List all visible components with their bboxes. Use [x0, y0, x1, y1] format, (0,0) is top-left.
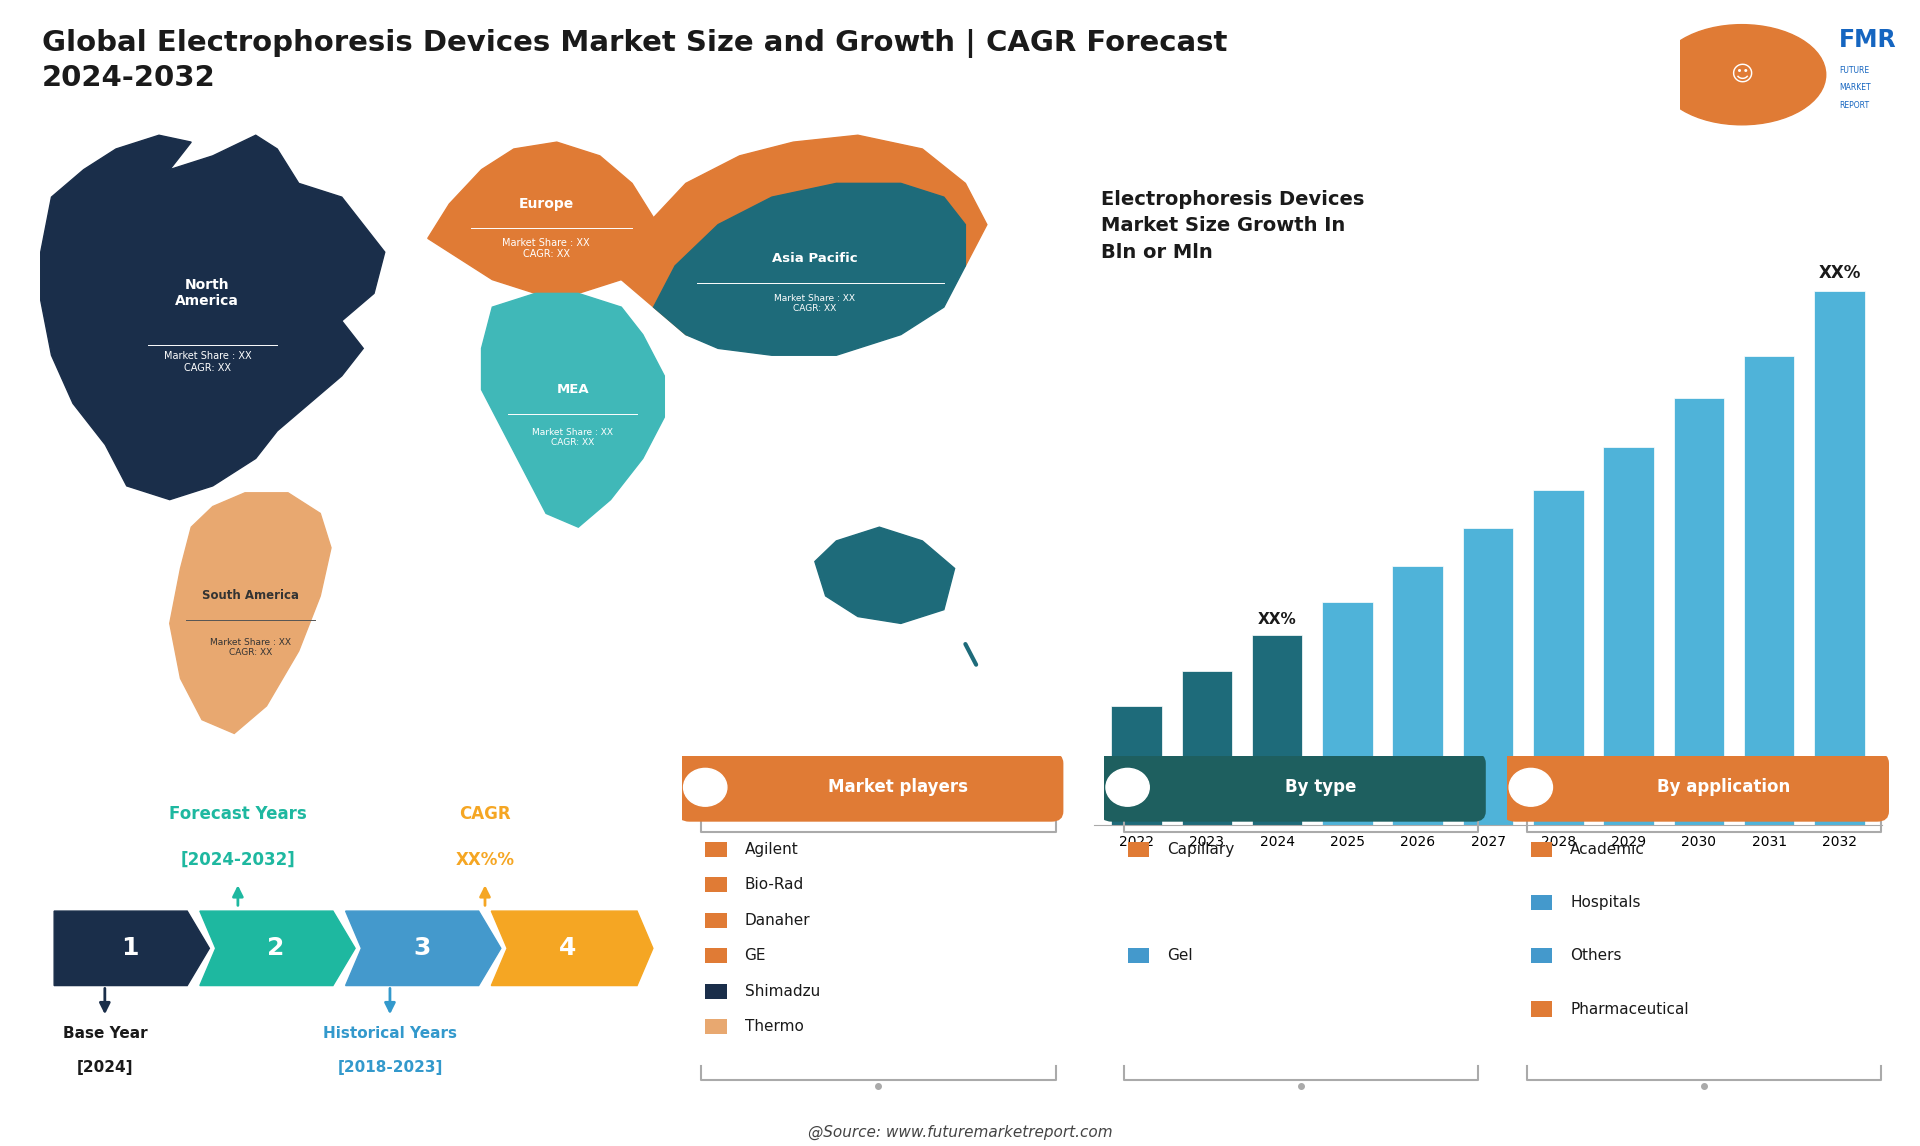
Bar: [1181, 670, 1233, 825]
Bar: [1530, 895, 1553, 910]
Bar: [1532, 490, 1584, 825]
Circle shape: [684, 769, 728, 807]
Text: [2024]: [2024]: [77, 1060, 132, 1075]
Text: Market Share : XX
CAGR: XX: Market Share : XX CAGR: XX: [503, 238, 589, 259]
Bar: [1530, 948, 1553, 964]
Polygon shape: [814, 527, 954, 623]
Bar: [1392, 566, 1444, 825]
Circle shape: [1106, 769, 1150, 807]
Text: Pharmaceutical: Pharmaceutical: [1571, 1002, 1690, 1017]
Text: Academic: Academic: [1571, 841, 1645, 857]
Polygon shape: [346, 911, 501, 986]
Text: Danaher: Danaher: [745, 912, 810, 928]
Text: Shimadzu: Shimadzu: [745, 983, 820, 999]
Text: GE: GE: [745, 948, 766, 964]
Polygon shape: [492, 911, 653, 986]
Text: Forecast Years: Forecast Years: [169, 804, 307, 823]
Text: MARKET: MARKET: [1839, 84, 1870, 93]
Text: Market Share : XX
CAGR: XX: Market Share : XX CAGR: XX: [774, 295, 854, 313]
Text: Market Share : XX
CAGR: XX: Market Share : XX CAGR: XX: [163, 352, 252, 372]
FancyBboxPatch shape: [1100, 753, 1486, 822]
Bar: [1463, 528, 1513, 825]
Text: Global Electrophoresis Devices Market Size and Growth | CAGR Forecast
2024-2032: Global Electrophoresis Devices Market Si…: [42, 29, 1227, 92]
Text: By application: By application: [1657, 778, 1789, 796]
FancyBboxPatch shape: [1503, 753, 1889, 822]
Text: XX%: XX%: [1818, 265, 1860, 282]
Text: FUTURE: FUTURE: [1839, 66, 1868, 76]
Polygon shape: [622, 135, 987, 348]
Bar: [1252, 635, 1302, 825]
Polygon shape: [653, 183, 966, 355]
Text: Thermo: Thermo: [745, 1019, 803, 1035]
Text: North
America: North America: [175, 278, 240, 308]
Text: Asia Pacific: Asia Pacific: [772, 252, 858, 266]
Text: @Source: www.futuremarketreport.com: @Source: www.futuremarketreport.com: [808, 1125, 1112, 1140]
Bar: [1530, 1002, 1553, 1017]
Text: 2: 2: [267, 936, 284, 960]
Bar: [705, 983, 728, 999]
Text: Agilent: Agilent: [745, 841, 799, 857]
Polygon shape: [40, 135, 384, 500]
Text: [2018-2023]: [2018-2023]: [338, 1060, 444, 1075]
Bar: [1674, 398, 1724, 825]
Circle shape: [1659, 25, 1826, 125]
Text: XX%: XX%: [1258, 612, 1296, 627]
Text: [2024-2032]: [2024-2032]: [180, 850, 296, 869]
Polygon shape: [169, 493, 330, 733]
Text: REPORT: REPORT: [1839, 101, 1868, 110]
Text: Bio-Rad: Bio-Rad: [745, 877, 804, 893]
Text: Europe: Europe: [518, 197, 574, 211]
Text: CAGR: CAGR: [459, 804, 511, 823]
Text: MEA: MEA: [557, 383, 589, 397]
Text: Market Share : XX
CAGR: XX: Market Share : XX CAGR: XX: [209, 638, 290, 657]
Bar: [705, 877, 728, 893]
Text: FMR: FMR: [1839, 29, 1897, 53]
Bar: [705, 1019, 728, 1035]
Polygon shape: [482, 293, 664, 527]
Text: Electrophoresis Devices
Market Size Growth In
Bln or Mln: Electrophoresis Devices Market Size Grow…: [1102, 190, 1365, 261]
Text: 4: 4: [559, 936, 576, 960]
Text: Capillary: Capillary: [1167, 841, 1235, 857]
Text: Gel: Gel: [1167, 948, 1192, 964]
Polygon shape: [428, 142, 653, 293]
Polygon shape: [54, 911, 209, 986]
Bar: [1127, 841, 1150, 857]
Text: Market Share : XX
CAGR: XX: Market Share : XX CAGR: XX: [532, 429, 612, 447]
Text: XX%%: XX%%: [455, 850, 515, 869]
Text: Market players: Market players: [828, 778, 968, 796]
Text: By type: By type: [1284, 778, 1356, 796]
Bar: [1323, 602, 1373, 825]
Text: ☺: ☺: [1730, 64, 1753, 85]
Bar: [705, 841, 728, 857]
Bar: [1743, 356, 1795, 825]
Text: Hospitals: Hospitals: [1571, 895, 1642, 910]
Text: Base Year: Base Year: [63, 1026, 148, 1041]
Bar: [1530, 841, 1553, 857]
Text: Others: Others: [1571, 948, 1622, 964]
Text: Historical Years: Historical Years: [323, 1026, 457, 1041]
Circle shape: [1509, 769, 1553, 807]
Text: 1: 1: [121, 936, 138, 960]
Bar: [1603, 447, 1653, 825]
Text: South America: South America: [202, 589, 300, 603]
Bar: [1814, 291, 1864, 825]
Bar: [1127, 948, 1150, 964]
Bar: [1112, 706, 1162, 825]
Bar: [705, 948, 728, 964]
Text: 3: 3: [413, 936, 430, 960]
FancyBboxPatch shape: [678, 753, 1064, 822]
Bar: [705, 912, 728, 928]
Polygon shape: [200, 911, 355, 986]
